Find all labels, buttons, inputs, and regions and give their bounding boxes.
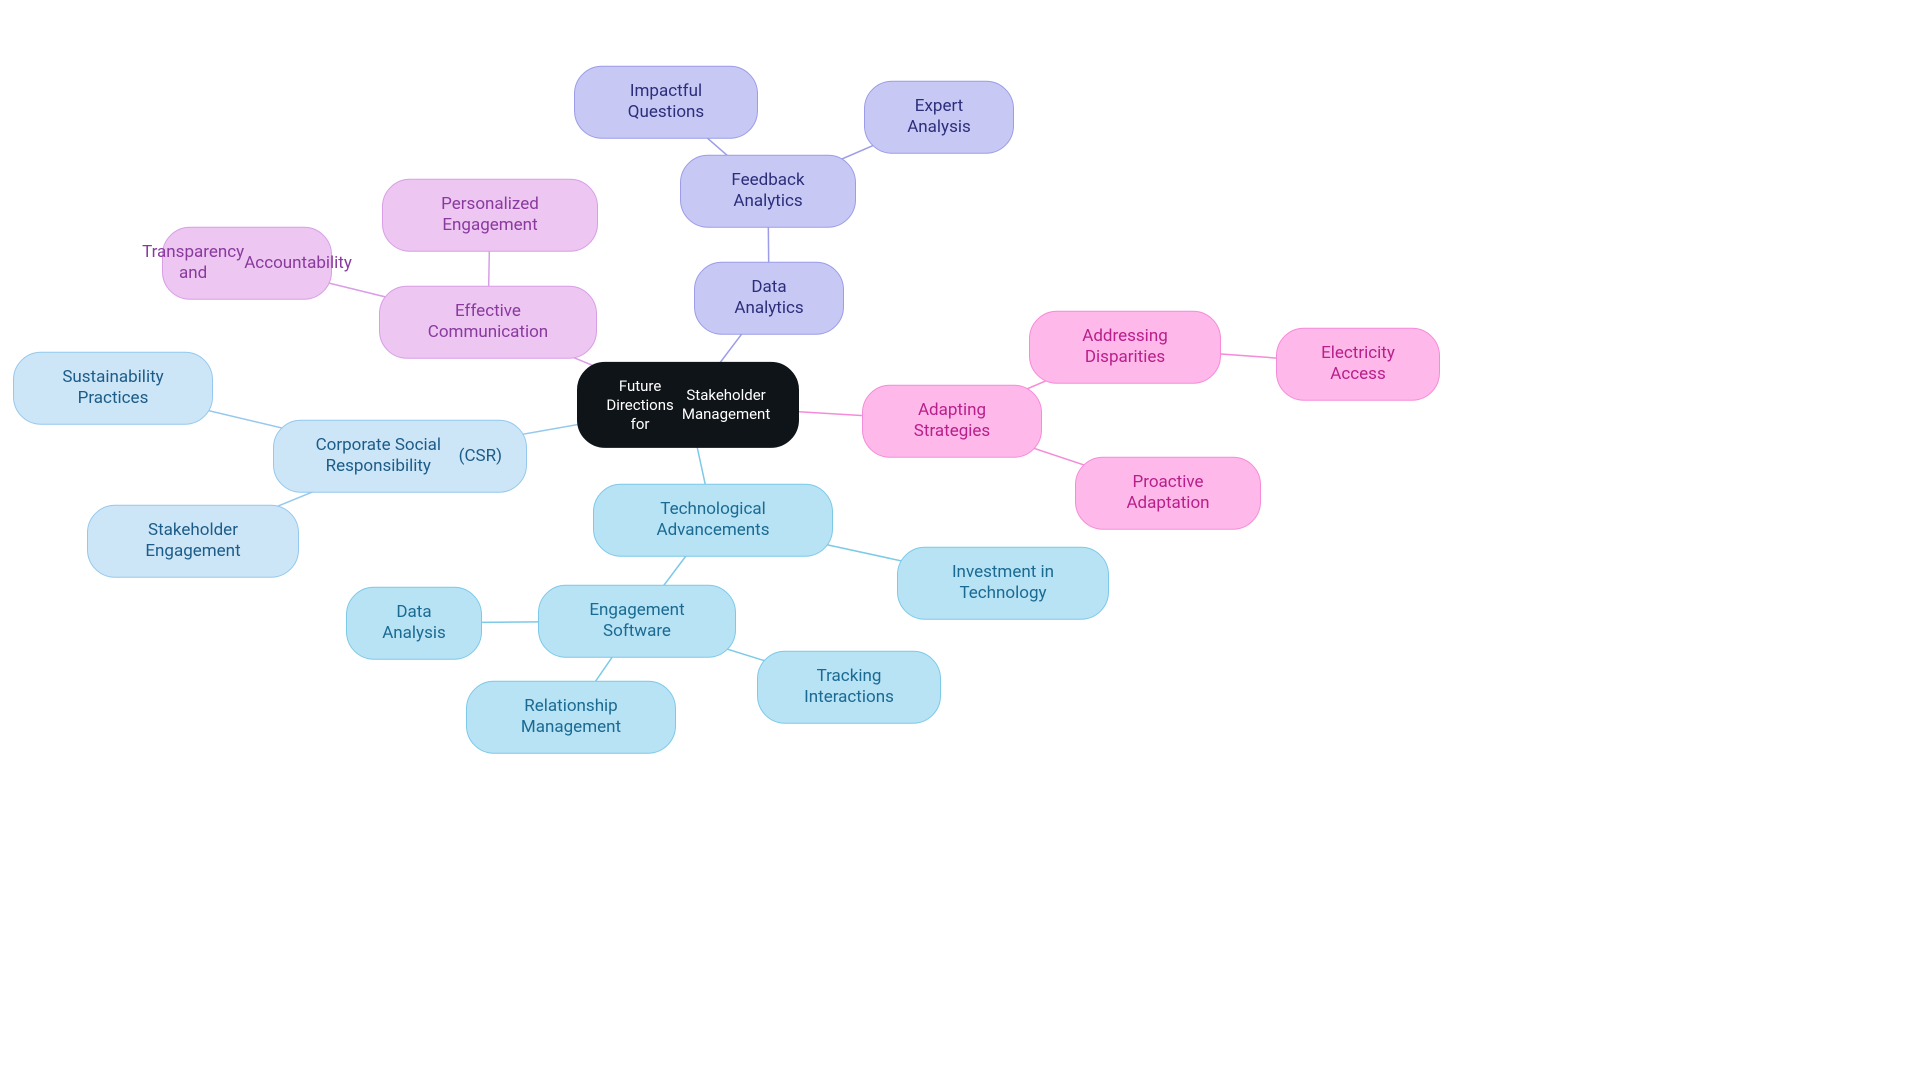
- node-ea: Expert Analysis: [864, 81, 1014, 154]
- node-ec: Effective Communication: [379, 286, 597, 359]
- node-label-line: Electricity Access: [1301, 343, 1415, 386]
- node-label-line: Accountability: [244, 252, 352, 273]
- node-label-line: Expert Analysis: [889, 96, 989, 139]
- node-label-line: Technological Advancements: [618, 499, 808, 542]
- node-label-line: Adapting Strategies: [887, 400, 1017, 443]
- node-iq: Impactful Questions: [574, 66, 758, 139]
- node-elc: Electricity Access: [1276, 328, 1440, 401]
- node-label-line: Stakeholder Management: [678, 386, 774, 424]
- node-pe: Personalized Engagement: [382, 179, 598, 252]
- node-ad: Addressing Disparities: [1029, 311, 1221, 384]
- node-root: Future Directions forStakeholder Managem…: [577, 362, 799, 448]
- node-ta: Transparency andAccountability: [162, 227, 332, 300]
- node-label-line: Proactive Adaptation: [1100, 472, 1236, 515]
- node-label-line: Addressing Disparities: [1054, 326, 1196, 369]
- node-label-line: (CSR): [459, 445, 502, 466]
- node-as: Adapting Strategies: [862, 385, 1042, 458]
- node-label-line: Effective Communication: [404, 301, 572, 344]
- node-label-line: Feedback Analytics: [705, 170, 831, 213]
- node-iit: Investment in Technology: [897, 547, 1109, 620]
- node-label-line: Data Analytics: [719, 277, 819, 320]
- node-label-line: Transparency and: [142, 242, 244, 285]
- node-es: Engagement Software: [538, 585, 736, 658]
- node-label-line: Sustainability Practices: [38, 367, 188, 410]
- node-label-line: Impactful Questions: [599, 81, 733, 124]
- node-rm: Relationship Management: [466, 681, 676, 754]
- node-label-line: Tracking Interactions: [782, 666, 916, 709]
- node-ti: Tracking Interactions: [757, 651, 941, 724]
- node-label-line: Personalized Engagement: [407, 194, 573, 237]
- node-se: Stakeholder Engagement: [87, 505, 299, 578]
- mindmap-canvas: Future Directions forStakeholder Managem…: [0, 0, 1920, 1083]
- node-da: Data Analytics: [694, 262, 844, 335]
- node-sp: Sustainability Practices: [13, 352, 213, 425]
- node-pa: Proactive Adaptation: [1075, 457, 1261, 530]
- node-label-line: Data Analysis: [371, 602, 457, 645]
- node-label-line: Investment in Technology: [922, 562, 1084, 605]
- node-csr: Corporate Social Responsibility(CSR): [273, 420, 527, 493]
- node-fa: Feedback Analytics: [680, 155, 856, 228]
- node-label-line: Stakeholder Engagement: [112, 520, 274, 563]
- node-label-line: Corporate Social Responsibility: [298, 435, 459, 478]
- node-label-line: Engagement Software: [563, 600, 711, 643]
- node-label-line: Relationship Management: [491, 696, 651, 739]
- node-tech: Technological Advancements: [593, 484, 833, 557]
- node-dan: Data Analysis: [346, 587, 482, 660]
- node-label-line: Future Directions for: [602, 377, 678, 433]
